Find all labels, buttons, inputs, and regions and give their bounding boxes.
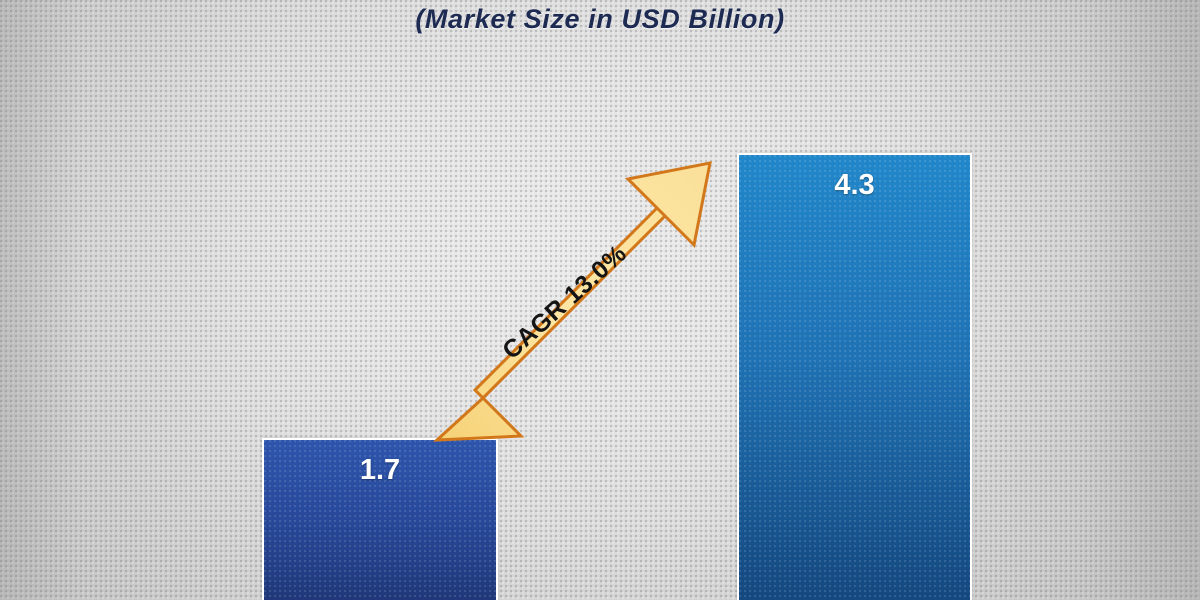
bar-right-texture [739,155,970,600]
bar-right[interactable]: 4.3 [737,153,972,600]
chart-title: (Market Size in USD Billion) [415,4,785,34]
bar-right-value-label: 4.3 [834,169,875,201]
bar-left-value-label: 1.7 [359,454,401,486]
bar-left[interactable]: 1.7 [262,438,498,600]
